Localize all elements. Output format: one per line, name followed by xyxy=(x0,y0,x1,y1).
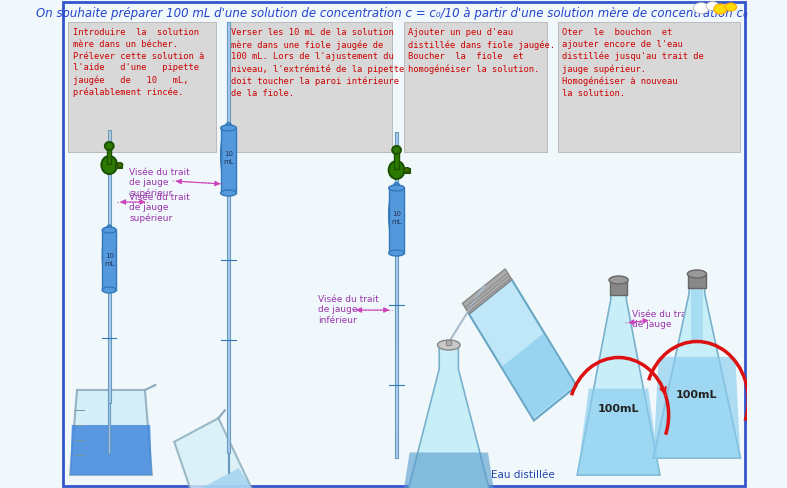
Ellipse shape xyxy=(609,276,628,284)
Text: Visée du trait
de jauge
inférieur: Visée du trait de jauge inférieur xyxy=(318,295,379,325)
Bar xyxy=(227,453,229,473)
Polygon shape xyxy=(653,357,741,458)
Ellipse shape xyxy=(687,270,707,278)
Polygon shape xyxy=(70,390,152,475)
Polygon shape xyxy=(70,425,152,475)
Text: Verser les 10 mL de la solution
mère dans une fiole jaugée de
100 mL. Lors de l': Verser les 10 mL de la solution mère dan… xyxy=(231,28,405,98)
Ellipse shape xyxy=(105,142,113,150)
Bar xyxy=(227,22,230,182)
Bar xyxy=(395,132,398,152)
Text: Visée du trait
de jauge
supérieur: Visée du trait de jauge supérieur xyxy=(129,168,190,199)
Text: 10
mL: 10 mL xyxy=(104,253,115,266)
Text: Ajouter un peu d'eau
distillée dans fiole jaugée.
Boucher  la  fiole  et
homogén: Ajouter un peu d'eau distillée dans fiol… xyxy=(408,28,555,74)
Polygon shape xyxy=(653,288,741,458)
Text: Visée du trait
de jauge
supérieur: Visée du trait de jauge supérieur xyxy=(129,193,190,224)
Polygon shape xyxy=(577,295,660,475)
Bar xyxy=(108,130,110,148)
Ellipse shape xyxy=(116,163,123,167)
Ellipse shape xyxy=(389,183,405,247)
Bar xyxy=(691,288,703,343)
Text: Introduire  la  solution
mère dans un bécher.
Prélever cette solution à
l'aide  : Introduire la solution mère dans un béch… xyxy=(72,28,204,98)
Bar xyxy=(558,22,741,152)
Ellipse shape xyxy=(725,3,737,11)
Text: Oter  le  bouchon  et
ajouter encore de l'eau
distillée jusqu'au trait de
jauge : Oter le bouchon et ajouter encore de l'e… xyxy=(562,28,704,98)
Text: Eau distillée: Eau distillée xyxy=(491,470,555,480)
Ellipse shape xyxy=(389,250,405,256)
Bar xyxy=(446,340,452,345)
Bar xyxy=(394,152,399,169)
Text: 100mL: 100mL xyxy=(598,404,639,414)
Ellipse shape xyxy=(714,4,727,14)
Text: 100mL: 100mL xyxy=(676,390,718,400)
Bar xyxy=(610,280,627,295)
Bar xyxy=(109,403,110,453)
Polygon shape xyxy=(397,345,501,488)
Ellipse shape xyxy=(220,190,236,196)
Bar xyxy=(227,22,392,152)
Bar xyxy=(404,22,547,152)
Bar xyxy=(688,274,706,288)
Polygon shape xyxy=(463,269,512,314)
Bar xyxy=(108,173,110,403)
Ellipse shape xyxy=(220,122,236,187)
Ellipse shape xyxy=(102,227,116,233)
Ellipse shape xyxy=(102,225,116,285)
Text: 10
mL: 10 mL xyxy=(391,211,402,224)
Text: On souhaite préparer 100 mL d'une solution de concentration c = c₀/10 à partir d: On souhaite préparer 100 mL d'une soluti… xyxy=(36,6,748,20)
Polygon shape xyxy=(502,333,575,418)
Bar xyxy=(116,163,122,168)
Bar xyxy=(220,128,236,193)
Ellipse shape xyxy=(389,185,405,191)
Ellipse shape xyxy=(438,340,460,350)
Bar xyxy=(102,230,116,290)
Text: Visée du trait
de jauge: Visée du trait de jauge xyxy=(632,310,693,329)
Ellipse shape xyxy=(706,1,719,11)
Bar xyxy=(403,168,409,173)
Ellipse shape xyxy=(102,287,116,293)
Text: 10
mL: 10 mL xyxy=(224,151,234,164)
Polygon shape xyxy=(577,388,660,475)
Polygon shape xyxy=(174,418,252,488)
Ellipse shape xyxy=(404,167,410,172)
Ellipse shape xyxy=(392,146,401,154)
Polygon shape xyxy=(194,468,252,488)
Bar xyxy=(395,178,398,458)
Bar xyxy=(68,22,216,152)
Bar xyxy=(389,188,405,253)
Bar xyxy=(107,148,112,164)
Ellipse shape xyxy=(693,2,709,14)
Ellipse shape xyxy=(220,125,236,131)
Polygon shape xyxy=(469,280,577,421)
Polygon shape xyxy=(397,452,501,488)
Ellipse shape xyxy=(389,161,405,179)
Ellipse shape xyxy=(102,156,117,174)
Bar xyxy=(227,193,230,453)
